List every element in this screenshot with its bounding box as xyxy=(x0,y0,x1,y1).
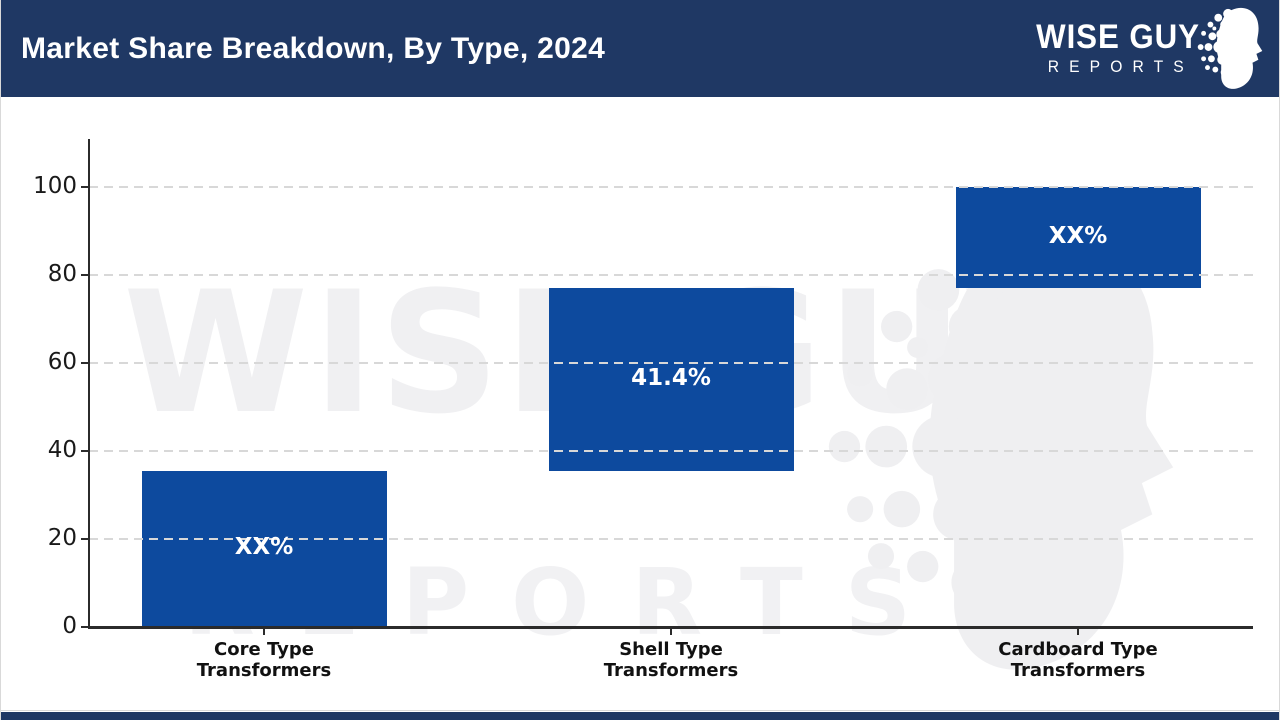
x-category-line: Core Type xyxy=(214,639,314,660)
page-title: Market Share Breakdown, By Type, 2024 xyxy=(21,31,606,65)
y-tick-label-40: 40 xyxy=(47,437,77,463)
bar-value-label-0: XX% xyxy=(234,533,294,560)
y-tick-label-60: 60 xyxy=(47,349,77,375)
x-category-label-2: Cardboard Type Transformers xyxy=(918,639,1238,681)
x-category-line: Transformers xyxy=(1010,660,1146,681)
gridline-40 xyxy=(89,450,1253,452)
y-axis-line xyxy=(88,139,90,629)
wise-guy-reports-logo: WISE GUY REPORTS xyxy=(1029,4,1267,94)
logo-subtext: REPORTS xyxy=(1047,57,1194,76)
y-tick-mark-40 xyxy=(81,450,90,452)
y-tick-label-20: 20 xyxy=(47,525,77,551)
y-tick-label-80: 80 xyxy=(47,261,77,287)
x-category-line: Shell Type xyxy=(619,639,723,660)
chart-area: WISE GUY REPORTS XX% 41.4% XX% 0 20 40 60 80 100… xyxy=(1,97,1279,711)
logo-head-icon xyxy=(1197,7,1263,89)
x-category-line: Cardboard Type xyxy=(998,639,1158,660)
footer-bar xyxy=(1,712,1279,720)
y-tick-mark-60 xyxy=(81,362,90,364)
x-tick-mark-0 xyxy=(263,627,265,635)
y-tick-mark-20 xyxy=(81,538,90,540)
y-tick-mark-0 xyxy=(81,626,90,628)
gridline-60 xyxy=(89,362,1253,364)
gridline-20 xyxy=(89,538,1253,540)
y-tick-label-100: 100 xyxy=(33,173,77,199)
watermark-head-icon xyxy=(828,237,1174,670)
y-tick-label-0: 0 xyxy=(62,613,77,639)
x-tick-mark-2 xyxy=(1077,627,1079,635)
x-category-label-0: Core Type Transformers xyxy=(104,639,424,681)
x-tick-mark-1 xyxy=(670,627,672,635)
bar-value-label-2: XX% xyxy=(1048,222,1108,249)
bar-value-label-1: 41.4% xyxy=(631,364,711,391)
bar-1 xyxy=(548,288,794,471)
x-category-line: Transformers xyxy=(603,660,739,681)
x-category-line: Transformers xyxy=(196,660,332,681)
x-category-label-1: Shell Type Transformers xyxy=(511,639,831,681)
header-bar: Market Share Breakdown, By Type, 2024 WI… xyxy=(1,0,1279,97)
bar-0 xyxy=(141,470,387,627)
gridline-100 xyxy=(89,186,1253,188)
logo-wordmark: WISE GUY xyxy=(1036,18,1200,56)
logo-text: WISE GUY REPORTS xyxy=(1036,20,1200,77)
y-tick-mark-80 xyxy=(81,274,90,276)
gridline-80 xyxy=(89,274,1253,276)
bar-2 xyxy=(955,187,1201,289)
y-tick-mark-100 xyxy=(81,186,90,188)
